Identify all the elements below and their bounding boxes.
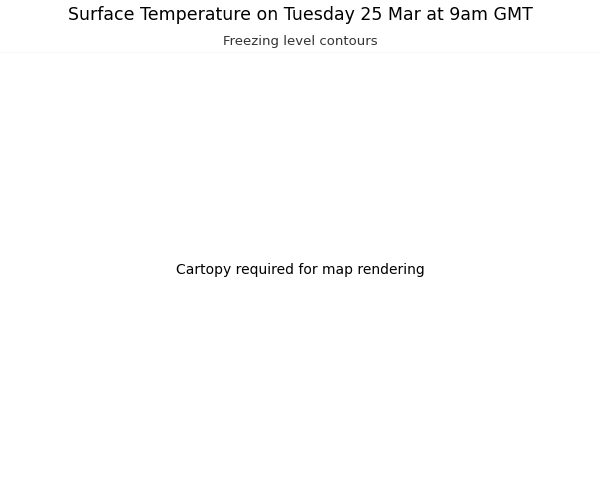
Text: Freezing level contours: Freezing level contours (223, 35, 378, 48)
Text: Cartopy required for map rendering: Cartopy required for map rendering (176, 264, 425, 277)
Text: Surface Temperature on Tuesday 25 Mar at 9am GMT: Surface Temperature on Tuesday 25 Mar at… (68, 6, 533, 24)
